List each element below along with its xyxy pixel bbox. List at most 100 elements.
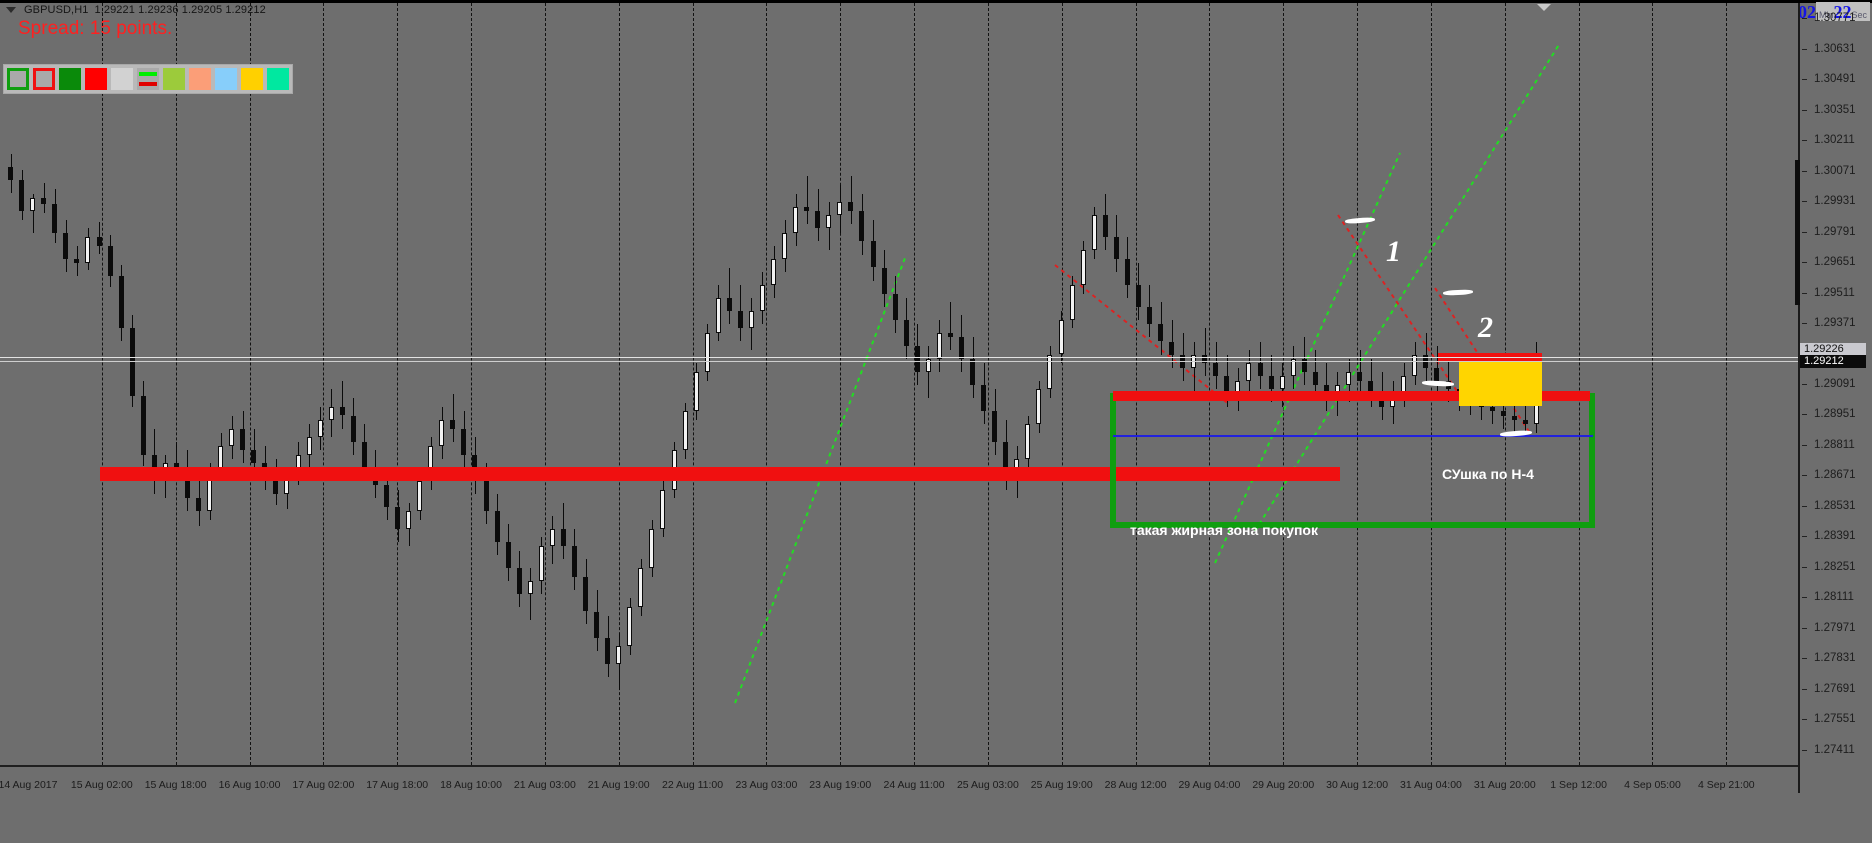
timer-sec-label: Sec <box>1851 10 1867 20</box>
h4-note-label: СУшка по H-4 <box>1442 466 1534 482</box>
candle-countdown-timer: 02 Min 22 Sec <box>1798 2 1870 22</box>
price-tick-label: 1.29651 <box>1814 256 1856 269</box>
swatch-light-gray[interactable] <box>111 68 133 90</box>
price-tick-label: 1.28811 <box>1814 438 1855 451</box>
price-tick-mark <box>1802 597 1807 599</box>
timer-minutes: 02 <box>1797 2 1816 22</box>
price-tick-mark <box>1802 231 1807 233</box>
time-tick-label: 25 Aug 19:00 <box>1030 779 1093 791</box>
price-tick-label: 1.30491 <box>1814 73 1856 86</box>
gridline <box>1135 3 1137 765</box>
time-tick-label: 22 Aug 11:00 <box>661 779 724 791</box>
price-tick-label: 1.27831 <box>1814 652 1856 665</box>
bid-price-line <box>0 357 1798 358</box>
gridline <box>1061 3 1063 765</box>
price-tick-label: 1.29091 <box>1814 378 1856 390</box>
timer-seconds: 22 <box>1833 2 1852 22</box>
h4-blue-level[interactable] <box>1113 435 1593 437</box>
time-tick-label: 21 Aug 19:00 <box>587 779 650 791</box>
gridline <box>175 3 177 765</box>
chart-canvas[interactable]: такая жирная зона покупок СУшка по H-4 1… <box>0 3 1798 765</box>
price-tick-label: 1.29511 <box>1814 286 1855 299</box>
swatch-dark-green[interactable] <box>59 68 81 90</box>
gridline <box>987 3 989 765</box>
timer-min-label: Min <box>1818 10 1834 20</box>
buy-zone-green[interactable] <box>1110 393 1595 528</box>
time-tick-label: 15 Aug 02:00 <box>70 779 133 791</box>
swatch-red-outline[interactable] <box>33 68 55 90</box>
time-scale[interactable]: 14 Aug 2017 15 Aug 02:00 15 Aug 18:00 16 Au… <box>0 767 1798 795</box>
gridline <box>914 3 916 765</box>
chart-collapse-icon[interactable] <box>1537 4 1551 11</box>
time-tick-label: 21 Aug 03:00 <box>513 779 576 791</box>
bid-price-tag: 1.29212 <box>1800 354 1866 368</box>
time-tick-label: 29 Aug 04:00 <box>1178 779 1241 791</box>
time-tick-label: 29 Aug 20:00 <box>1252 779 1315 791</box>
price-tick-label: 1.28671 <box>1814 469 1856 482</box>
price-tick-label: 1.27691 <box>1814 682 1856 695</box>
price-tick-mark <box>1802 475 1807 477</box>
spread-indicator-text: Spread: 15 points. <box>18 18 173 39</box>
gridline <box>101 3 103 765</box>
price-tick-label: 1.30211 <box>1814 134 1855 147</box>
gridline <box>840 3 842 765</box>
price-tick-mark <box>1802 170 1807 172</box>
price-tick-label: 1.29791 <box>1814 225 1856 238</box>
time-tick-label: 30 Aug 12:00 <box>1326 779 1389 791</box>
swatch-salmon[interactable] <box>189 68 211 90</box>
price-tick-mark <box>1802 79 1807 81</box>
time-tick-label: 28 Aug 12:00 <box>1104 779 1167 791</box>
swatch-red[interactable] <box>85 68 107 90</box>
price-tick-label: 1.30351 <box>1814 103 1856 116</box>
gridline <box>471 3 473 765</box>
swatch-spring-green[interactable] <box>267 68 289 90</box>
price-axis-line <box>1798 3 1800 793</box>
price-tick-mark <box>1802 688 1807 690</box>
time-tick-label: 17 Aug 02:00 <box>292 779 355 791</box>
window-top-border <box>0 0 1872 3</box>
ask-price-line <box>0 361 1798 362</box>
price-tick-mark <box>1802 262 1807 264</box>
price-tick-mark <box>1802 536 1807 538</box>
downtrend-red-2[interactable] <box>1337 214 1466 404</box>
time-axis-line <box>0 765 1798 767</box>
downtrend-red-3[interactable] <box>1434 287 1531 434</box>
time-tick-label: 14 Aug 2017 <box>0 779 58 791</box>
swatch-sky-blue[interactable] <box>215 68 237 90</box>
price-tick-label: 1.27551 <box>1814 713 1856 726</box>
drawing-objects-layer <box>734 42 1561 704</box>
resistance-red-zone-top[interactable] <box>1113 391 1590 401</box>
swatch-green-outline[interactable] <box>7 68 29 90</box>
swatch-green-red-split-top <box>139 72 157 76</box>
swatch-green-red-split[interactable] <box>137 68 159 90</box>
color-palette-toolbar[interactable] <box>3 64 293 94</box>
price-tick-mark <box>1802 384 1807 385</box>
downtrend-red-1[interactable] <box>1054 264 1231 406</box>
swatch-yellow-green[interactable] <box>163 68 185 90</box>
price-tick-mark <box>1802 505 1807 507</box>
price-scale[interactable]: 1.30771 1.30631 1.30491 1.30351 1.30211 1.300… <box>1800 0 1872 790</box>
time-tick-label: 31 Aug 04:00 <box>1400 779 1462 791</box>
price-tick-mark <box>1802 292 1807 294</box>
price-tick-label: 1.30071 <box>1814 164 1856 177</box>
triangle-down-icon[interactable] <box>6 7 16 13</box>
time-tick-label: 18 Aug 10:00 <box>440 779 502 791</box>
price-tick-mark <box>1802 414 1807 416</box>
symbol-name: GBPUSD,H1 <box>24 4 89 16</box>
time-tick-label: 31 Aug 20:00 <box>1473 779 1536 791</box>
price-tick-mark <box>1802 566 1807 568</box>
price-tick-mark <box>1802 140 1807 142</box>
price-axis-scroll-handle[interactable] <box>1795 160 1800 305</box>
price-tick-label: 1.28111 <box>1814 591 1854 604</box>
support-red-long[interactable] <box>100 467 1340 481</box>
price-tick-label: 1.28391 <box>1814 530 1856 543</box>
gridline <box>397 3 399 765</box>
time-tick-label: 4 Sep 05:00 <box>1624 779 1681 791</box>
swatch-gold[interactable] <box>241 68 263 90</box>
gridline <box>1652 3 1654 765</box>
price-tick-label: 1.29931 <box>1814 195 1856 208</box>
symbol-ohlc: 1.29221 1.29236 1.29205 1.29212 <box>94 4 266 16</box>
uptrend-green-2[interactable] <box>1214 152 1401 564</box>
price-tick-mark <box>1802 627 1807 629</box>
